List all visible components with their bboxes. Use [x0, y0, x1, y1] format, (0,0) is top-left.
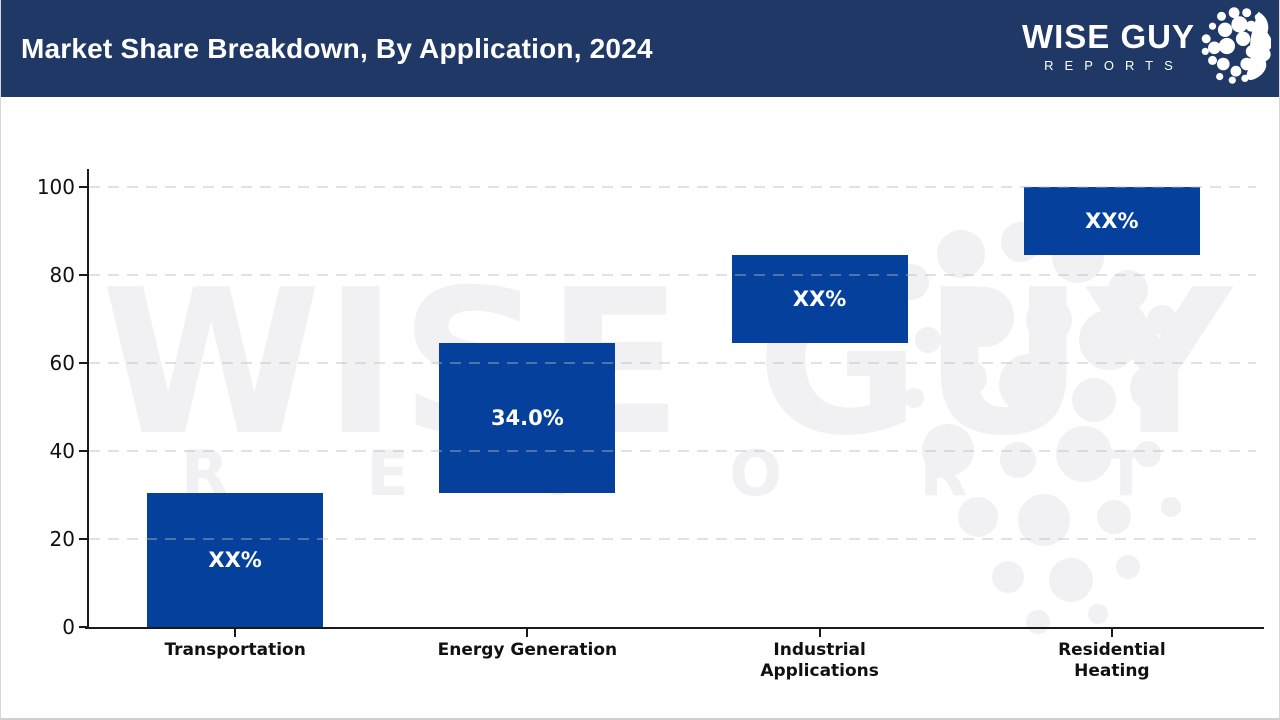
bar-value-label: 34.0%	[490, 406, 564, 430]
x-axis-line	[85, 627, 1264, 629]
y-tick-label: 60	[49, 351, 75, 375]
gridline-60	[89, 362, 1256, 364]
bar-transportation	[147, 492, 324, 627]
x-tick-mark	[818, 629, 821, 637]
gridline-40	[89, 450, 1256, 452]
y-tick-mark	[79, 274, 87, 276]
x-category-label-line: Transportation	[164, 640, 306, 660]
brand-subname: REPORTS	[1044, 58, 1184, 73]
y-tick-label: 20	[49, 527, 75, 551]
x-category-label: Residential Heating	[972, 640, 1252, 682]
brand-face-icon	[1201, 7, 1271, 84]
x-tick-mark	[1110, 629, 1113, 637]
y-tick-label: 0	[62, 615, 75, 639]
x-category-label-line: Applications	[760, 661, 879, 681]
bar-energy-generation	[439, 343, 616, 493]
x-category-label-line: Industrial	[773, 640, 866, 660]
y-tick-label: 40	[49, 439, 75, 463]
x-category-label-line: Energy Generation	[437, 640, 618, 660]
bar-value-label: XX%	[208, 547, 262, 572]
bar-residential-heating	[1023, 187, 1200, 256]
y-tick-label: 80	[49, 263, 75, 287]
x-category-label: Industrial Applications	[680, 640, 960, 682]
brand-logo: WISE GUY REPORTS	[1022, 6, 1271, 86]
x-category-label-line: Heating	[1074, 661, 1150, 681]
y-tick-mark	[79, 362, 87, 364]
watermark: WISE GUY R E P O R T S	[1, 97, 1279, 718]
bar-value-label: XX%	[1085, 209, 1139, 234]
y-tick-mark	[79, 450, 87, 452]
x-tick-mark	[234, 629, 237, 637]
x-tick-mark	[526, 629, 529, 637]
watermark-face-dots-icon	[893, 222, 1181, 634]
bar-industrial-applications	[731, 255, 908, 344]
gridline-20	[89, 538, 1256, 540]
y-tick-mark	[79, 626, 87, 628]
page-title: Market Share Breakdown, By Application, …	[21, 32, 653, 64]
gridline-80	[89, 274, 1256, 276]
brand-name: WISE GUY	[1021, 18, 1195, 55]
y-tick-mark	[79, 186, 87, 188]
bar-value-label: XX%	[792, 287, 847, 312]
gridline-100	[89, 186, 1256, 188]
y-tick-label: 100	[36, 175, 75, 199]
x-category-label: Energy Generation	[387, 640, 667, 661]
y-axis-line	[87, 169, 89, 629]
y-tick-mark	[79, 538, 87, 540]
header: Market Share Breakdown, By Application, …	[1, 0, 1279, 97]
x-category-label: Transportation	[95, 640, 375, 661]
brand-logo-text: WISE GUY REPORTS	[1021, 18, 1195, 74]
x-category-label-line: Residential	[1058, 640, 1166, 660]
